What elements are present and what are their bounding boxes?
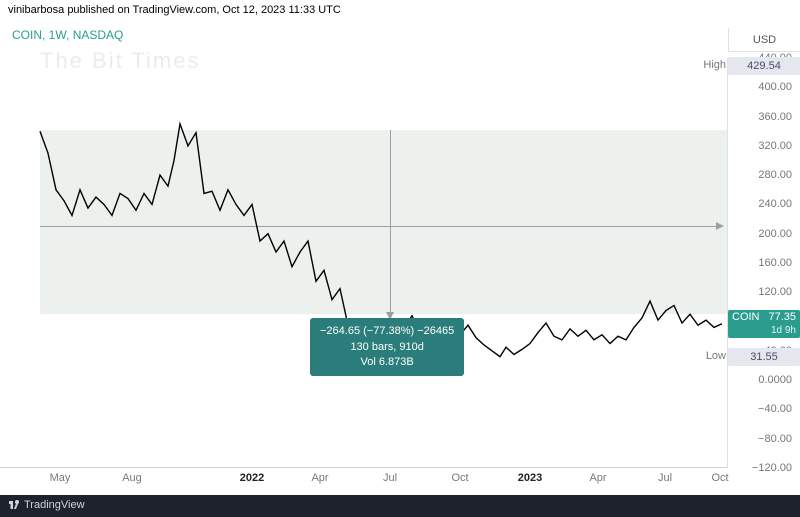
x-tick: Jul xyxy=(383,472,397,484)
coin-price-box: COIN77.351d 9h xyxy=(728,310,800,338)
symbol-interval: 1W xyxy=(49,28,66,42)
x-tick: Jul xyxy=(658,472,672,484)
symbol-row[interactable]: COIN, 1W, NASDAQ xyxy=(12,28,123,42)
y-tick: 320.00 xyxy=(732,140,792,152)
tooltip-line3: Vol 6.873B xyxy=(320,355,454,370)
low-price-box: 31.55 xyxy=(728,348,800,366)
currency-label[interactable]: USD xyxy=(728,28,800,52)
chart-container: vinibarbosa published on TradingView.com… xyxy=(0,0,800,517)
x-tick: Apr xyxy=(589,472,606,484)
x-tick: Oct xyxy=(451,472,468,484)
low-label: Low xyxy=(706,350,726,362)
footer-brand: TradingView xyxy=(24,499,85,511)
y-tick: 240.00 xyxy=(732,198,792,210)
x-tick: 2022 xyxy=(240,472,264,484)
symbol-exchange: NASDAQ xyxy=(73,28,124,42)
price-line xyxy=(0,58,728,468)
high-price-box: 429.54 xyxy=(728,57,800,75)
y-tick: 120.00 xyxy=(732,286,792,298)
tooltip-line2: 130 bars, 910d xyxy=(320,340,454,355)
y-tick: 360.00 xyxy=(732,111,792,123)
chart-pane[interactable]: −264.65 (−77.38%) −26465 130 bars, 910d … xyxy=(0,58,728,468)
y-tick: −120.00 xyxy=(732,462,792,474)
publish-text: vinibarbosa published on TradingView.com… xyxy=(8,4,341,16)
x-axis[interactable]: May Aug 2022 Apr Jul Oct 2023 Apr Jul Oct xyxy=(0,468,728,490)
y-tick: 280.00 xyxy=(732,169,792,181)
y-tick: 160.00 xyxy=(732,257,792,269)
tradingview-icon xyxy=(8,499,20,511)
footer-bar: TradingView xyxy=(0,495,800,517)
y-tick: −40.00 xyxy=(732,403,792,415)
publish-header: vinibarbosa published on TradingView.com… xyxy=(0,0,800,22)
symbol-ticker: COIN xyxy=(12,28,42,42)
tooltip-line1: −264.65 (−77.38%) −26465 xyxy=(320,324,454,339)
y-tick: −80.00 xyxy=(732,433,792,445)
y-tick: 400.00 xyxy=(732,81,792,93)
y-tick: 200.00 xyxy=(732,228,792,240)
y-tick: 0.0000 xyxy=(732,374,792,386)
y-axis[interactable]: 440.00400.00360.00320.00280.00240.00200.… xyxy=(728,58,800,468)
x-tick: Oct xyxy=(711,472,728,484)
high-label: High xyxy=(703,59,726,71)
x-tick: Aug xyxy=(122,472,142,484)
measure-tooltip: −264.65 (−77.38%) −26465 130 bars, 910d … xyxy=(310,318,464,376)
x-tick: 2023 xyxy=(518,472,542,484)
x-tick: May xyxy=(50,472,71,484)
x-tick: Apr xyxy=(311,472,328,484)
